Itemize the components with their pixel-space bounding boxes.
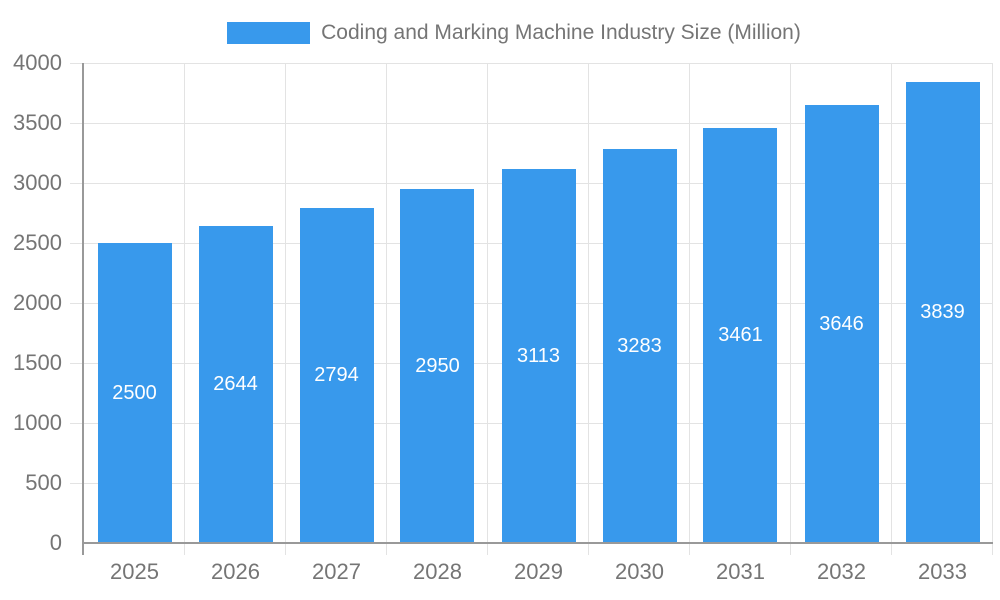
y-tick-label: 0 bbox=[49, 530, 62, 555]
bar-value-label: 2500 bbox=[112, 381, 157, 404]
y-axis-line bbox=[82, 63, 84, 555]
x-tick-label: 2028 bbox=[413, 559, 462, 584]
bar[interactable]: 2644 bbox=[198, 225, 273, 543]
x-tick-label: 2032 bbox=[817, 559, 866, 584]
y-tick-label: 2000 bbox=[13, 290, 62, 315]
bar[interactable]: 3283 bbox=[602, 149, 677, 543]
bar-cell: 3646 bbox=[791, 63, 892, 543]
x-tick-label: 2033 bbox=[918, 559, 967, 584]
bar[interactable]: 2950 bbox=[400, 189, 475, 543]
gridline-vertical bbox=[992, 63, 993, 555]
bar-value-label: 3839 bbox=[920, 301, 965, 324]
y-tick-label: 3500 bbox=[13, 110, 62, 135]
y-tick-label: 1500 bbox=[13, 350, 62, 375]
gridline-vertical bbox=[890, 63, 892, 555]
y-tick-label: 3000 bbox=[13, 170, 62, 195]
bar-cell: 3283 bbox=[589, 63, 690, 543]
bar-cell: 2950 bbox=[387, 63, 488, 543]
gridline-horizontal bbox=[70, 123, 993, 124]
y-tick-label: 4000 bbox=[13, 50, 62, 75]
bar-cell: 3839 bbox=[892, 63, 993, 543]
x-tick-label: 2030 bbox=[615, 559, 664, 584]
bar-value-label: 3113 bbox=[516, 344, 560, 367]
x-axis-labels: 2025 2026 2027 2028 2029 2030 2031 2032 2033 bbox=[84, 543, 993, 588]
bar[interactable]: 3461 bbox=[703, 127, 778, 543]
x-tick-label: 2026 bbox=[211, 559, 260, 584]
bar-cell: 3113 bbox=[488, 63, 589, 543]
gridline-vertical bbox=[688, 63, 690, 555]
bar[interactable]: 2500 bbox=[97, 243, 172, 543]
gridline-vertical bbox=[790, 63, 791, 555]
y-tick-label: 500 bbox=[25, 470, 62, 495]
gridline-vertical bbox=[588, 63, 589, 555]
bar[interactable]: 3839 bbox=[905, 82, 980, 543]
y-axis-labels: 0 500 1000 1500 2000 2500 3000 3500 4000 bbox=[0, 50, 72, 555]
bar[interactable]: 3646 bbox=[804, 105, 879, 543]
legend-label: Coding and Marking Machine Industry Size… bbox=[321, 21, 801, 44]
gridline-vertical bbox=[183, 63, 185, 555]
x-axis-line bbox=[82, 542, 993, 544]
x-tick-label: 2029 bbox=[514, 559, 563, 584]
legend-swatch bbox=[227, 22, 311, 44]
y-tick-label: 1000 bbox=[13, 410, 62, 435]
gridline-vertical bbox=[486, 63, 488, 555]
bar-value-label: 2644 bbox=[213, 372, 258, 395]
bar[interactable]: 2794 bbox=[299, 207, 374, 543]
bar-value-label: 3283 bbox=[617, 334, 662, 357]
bar-value-label: 3646 bbox=[819, 312, 864, 335]
bar-cell: 3461 bbox=[690, 63, 791, 543]
bar-cell: 2644 bbox=[185, 63, 286, 543]
legend[interactable]: Coding and Marking Machine Industry Size… bbox=[14, 21, 1000, 45]
gridline-horizontal bbox=[70, 63, 993, 64]
bar-cell: 2500 bbox=[84, 63, 185, 543]
bar-value-label: 2950 bbox=[415, 354, 460, 377]
x-tick-label: 2031 bbox=[716, 559, 765, 584]
gridline-vertical bbox=[385, 63, 387, 555]
bar[interactable]: 3113 bbox=[501, 169, 576, 543]
x-tick-label: 2025 bbox=[110, 559, 159, 584]
gridline-vertical bbox=[284, 63, 286, 555]
bar-value-label: 2794 bbox=[314, 363, 359, 386]
bar-cell: 2794 bbox=[286, 63, 387, 543]
plot-area: 2500 2644 2794 2950 3113 3283 3461 3646 3839 bbox=[70, 63, 993, 555]
bar-value-label: 3461 bbox=[718, 323, 763, 346]
x-tick-label: 2027 bbox=[312, 559, 361, 584]
y-tick-label: 2500 bbox=[13, 230, 62, 255]
